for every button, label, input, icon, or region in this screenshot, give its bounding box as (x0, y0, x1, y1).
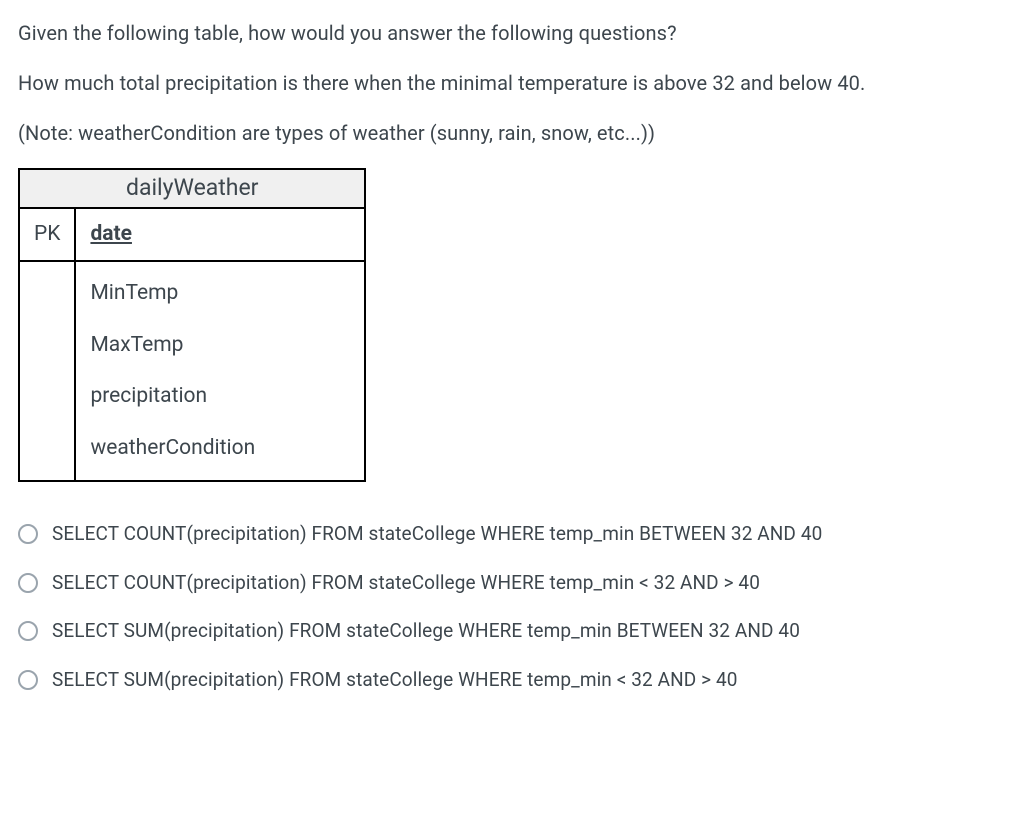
radio-icon[interactable] (18, 670, 38, 690)
schema-attr-1: MaxTemp (76, 320, 364, 372)
schema-attr-list: MinTemp MaxTemp precipitation weatherCon… (76, 262, 364, 480)
schema-attr-0: MinTemp (76, 268, 364, 320)
schema-table: dailyWeather PK date MinTemp MaxTemp pre… (18, 168, 366, 482)
question-line-2: How much total precipitation is there wh… (18, 68, 1006, 98)
schema-pk-field: date (75, 208, 365, 262)
radio-icon[interactable] (18, 621, 38, 641)
schema-attr-2: precipitation (76, 371, 364, 423)
question-line-1: Given the following table, how would you… (18, 18, 1006, 48)
option-1[interactable]: SELECT COUNT(precipitation) FROM stateCo… (18, 559, 1006, 608)
option-1-label: SELECT COUNT(precipitation) FROM stateCo… (52, 569, 760, 598)
option-2-label: SELECT SUM(precipitation) FROM stateColl… (52, 617, 800, 646)
radio-icon[interactable] (18, 573, 38, 593)
option-2[interactable]: SELECT SUM(precipitation) FROM stateColl… (18, 607, 1006, 656)
schema-attr-3: weatherCondition (76, 423, 364, 475)
option-0-label: SELECT COUNT(precipitation) FROM stateCo… (52, 520, 822, 549)
question-line-3: (Note: weatherCondition are types of wea… (18, 118, 1006, 148)
option-0[interactable]: SELECT COUNT(precipitation) FROM stateCo… (18, 510, 1006, 559)
options-list: SELECT COUNT(precipitation) FROM stateCo… (18, 510, 1006, 704)
schema-attr-left-blank (19, 261, 75, 481)
radio-icon[interactable] (18, 524, 38, 544)
option-3-label: SELECT SUM(precipitation) FROM stateColl… (52, 666, 738, 695)
schema-pk-label: PK (19, 208, 75, 262)
option-3[interactable]: SELECT SUM(precipitation) FROM stateColl… (18, 656, 1006, 705)
schema-title: dailyWeather (19, 169, 365, 208)
